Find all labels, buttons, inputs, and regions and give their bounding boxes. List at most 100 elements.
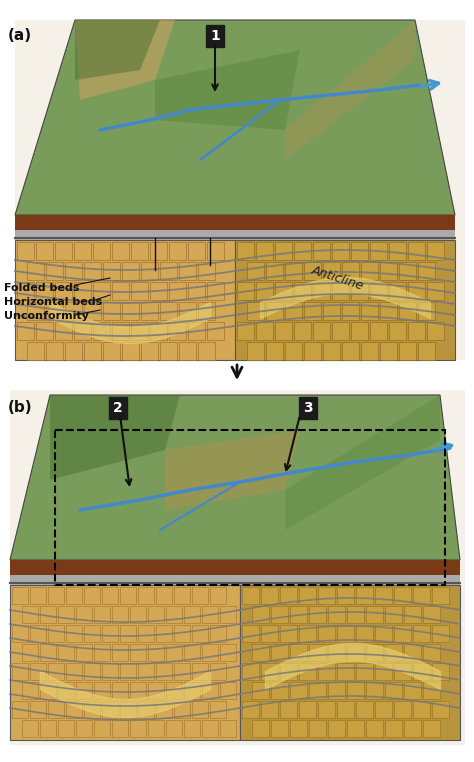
Bar [423, 644, 440, 661]
Bar [12, 663, 28, 680]
Bar [318, 701, 335, 718]
Bar [242, 587, 259, 604]
Polygon shape [155, 50, 300, 130]
Bar [12, 625, 28, 642]
Bar [150, 242, 167, 260]
Bar [404, 720, 421, 737]
Bar [404, 682, 421, 699]
Bar [138, 663, 154, 680]
Polygon shape [285, 20, 415, 160]
Bar [192, 701, 208, 718]
Bar [290, 644, 307, 661]
Polygon shape [15, 215, 455, 220]
Bar [10, 390, 465, 745]
Bar [84, 587, 100, 604]
Bar [65, 262, 82, 280]
Bar [102, 587, 118, 604]
Bar [102, 701, 118, 718]
Bar [22, 606, 38, 623]
Bar [299, 587, 316, 604]
Polygon shape [50, 395, 180, 480]
Bar [342, 302, 359, 320]
Bar [192, 663, 208, 680]
Bar [313, 322, 330, 340]
Bar [366, 682, 383, 699]
Bar [404, 606, 421, 623]
Bar [48, 701, 64, 718]
Polygon shape [285, 395, 440, 530]
Bar [210, 701, 226, 718]
Text: 2: 2 [113, 401, 123, 415]
Bar [261, 587, 278, 604]
Bar [122, 262, 139, 280]
Text: Unconformity: Unconformity [4, 311, 89, 321]
Bar [299, 663, 316, 680]
Bar [318, 625, 335, 642]
Bar [103, 262, 120, 280]
Bar [399, 302, 416, 320]
Bar [166, 720, 182, 737]
Bar [413, 663, 430, 680]
Bar [252, 682, 269, 699]
Bar [58, 682, 74, 699]
Bar [304, 262, 321, 280]
Bar [17, 282, 34, 300]
Bar [432, 701, 449, 718]
Bar [351, 282, 368, 300]
Bar [93, 242, 110, 260]
Bar [299, 625, 316, 642]
Bar [394, 625, 411, 642]
Polygon shape [15, 230, 455, 240]
Bar [198, 262, 215, 280]
Bar [188, 282, 205, 300]
Text: Anticline: Anticline [310, 264, 365, 293]
Bar [256, 242, 273, 260]
Bar [141, 342, 158, 360]
Bar [361, 262, 378, 280]
Bar [192, 587, 208, 604]
Bar [280, 701, 297, 718]
Polygon shape [15, 215, 455, 230]
Bar [337, 701, 354, 718]
Bar [389, 322, 406, 340]
Bar [55, 430, 445, 585]
Bar [290, 682, 307, 699]
Bar [84, 663, 100, 680]
Bar [404, 644, 421, 661]
Bar [328, 682, 345, 699]
Bar [131, 322, 148, 340]
Text: 1: 1 [210, 29, 220, 43]
Bar [304, 302, 321, 320]
Bar [174, 663, 190, 680]
Bar [285, 342, 302, 360]
Bar [74, 282, 91, 300]
Bar [74, 242, 91, 260]
Bar [220, 606, 236, 623]
Bar [332, 322, 349, 340]
Bar [17, 322, 34, 340]
Bar [202, 606, 218, 623]
Bar [361, 302, 378, 320]
Bar [66, 625, 82, 642]
Bar [198, 302, 215, 320]
Polygon shape [10, 560, 460, 575]
Bar [266, 262, 283, 280]
Bar [385, 682, 402, 699]
Bar [120, 663, 136, 680]
Bar [210, 625, 226, 642]
Bar [237, 282, 254, 300]
Bar [299, 701, 316, 718]
Bar [275, 282, 292, 300]
Bar [385, 644, 402, 661]
Bar [93, 322, 110, 340]
Bar [30, 663, 46, 680]
Bar [252, 720, 269, 737]
Bar [351, 242, 368, 260]
Bar [122, 302, 139, 320]
Bar [375, 663, 392, 680]
Bar [103, 342, 120, 360]
Bar [148, 606, 164, 623]
Bar [156, 701, 172, 718]
Bar [256, 282, 273, 300]
Bar [220, 720, 236, 737]
